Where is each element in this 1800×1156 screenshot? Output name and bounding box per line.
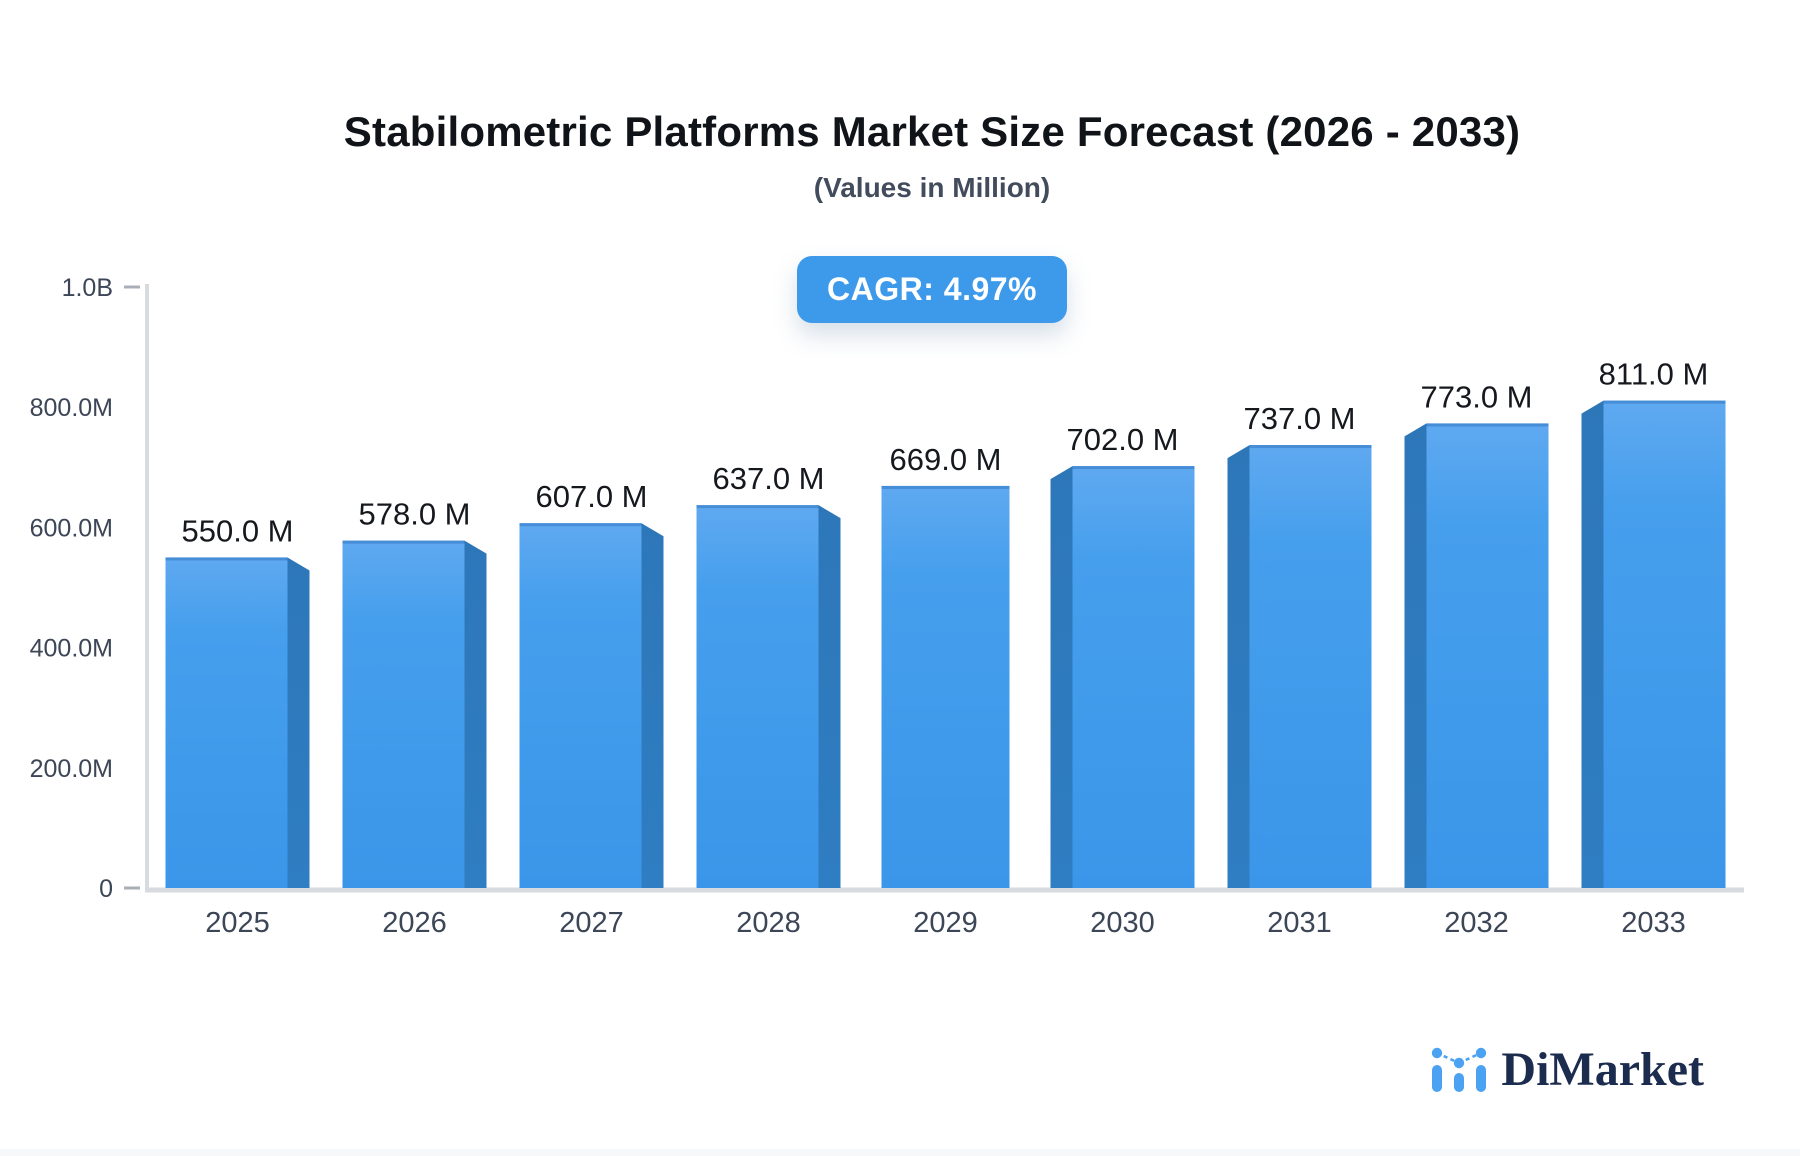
bar-top-edge (519, 523, 642, 527)
bar-group-2026: 578.0 M 2026 (342, 497, 487, 939)
cagr-badge: CAGR: 4.97% (797, 256, 1067, 323)
bar-2032[interactable] (1426, 423, 1549, 888)
bar-value-label: 669.0 M (889, 442, 1001, 477)
bar-group-2031: 737.0 M 2031 (1227, 401, 1372, 939)
x-axis-category-label: 2030 (1090, 907, 1155, 939)
bar-2029[interactable] (881, 485, 1010, 888)
bar-side-face (1404, 423, 1427, 888)
bar-side-face (1050, 466, 1073, 888)
bar-side-face (1227, 445, 1250, 888)
brand-logo-text: DiMarket (1501, 1042, 1704, 1096)
bar-top-edge (881, 485, 1010, 489)
bar-side-face (1581, 400, 1604, 888)
bar-2031[interactable] (1249, 445, 1372, 888)
cagr-badge-row: CAGR: 4.97% (64, 256, 1800, 323)
bar-group-2032: 773.0 M 2032 (1404, 379, 1549, 939)
bar-group-2028: 637.0 M 2028 (696, 461, 841, 939)
bar-value-label: 773.0 M (1420, 379, 1532, 414)
bar-value-label: 737.0 M (1243, 401, 1355, 436)
bar-2026[interactable] (342, 540, 465, 888)
bar-top-edge (165, 557, 288, 561)
bar-group-2027: 607.0 M 2027 (519, 479, 664, 939)
bar-group-2029: 669.0 M 2029 (881, 442, 1010, 939)
bottom-strip (0, 1149, 1800, 1156)
bar-top-edge (1426, 423, 1549, 427)
bar-value-label: 550.0 M (181, 513, 293, 548)
bar-group-2025: 550.0 M 2025 (165, 513, 310, 939)
bar-top-edge (1603, 400, 1726, 404)
bar-value-label: 702.0 M (1066, 422, 1178, 457)
x-axis-category-label: 2029 (913, 907, 978, 939)
x-axis-category-label: 2032 (1444, 907, 1509, 939)
chart-subtitle: (Values in Million) (813, 172, 1051, 203)
x-axis-category-label: 2031 (1267, 907, 1332, 939)
bar-top-edge (1072, 466, 1195, 470)
y-axis-tick-label: 1.0B (62, 274, 113, 302)
brand-logo: DiMarket (1431, 1040, 1704, 1096)
x-axis-category-label: 2028 (736, 907, 801, 939)
mini-bar-chart-icon (1432, 1047, 1487, 1092)
y-axis-tick-label: 600.0M (30, 514, 113, 542)
bar-value-label: 607.0 M (535, 479, 647, 514)
bar-2025[interactable] (165, 557, 288, 888)
y-axis-tick-label: 0 (99, 875, 113, 903)
bar-side-face (818, 505, 841, 888)
bar-value-label: 578.0 M (358, 497, 470, 532)
bar-2028[interactable] (696, 505, 819, 888)
x-axis-category-label: 2033 (1621, 907, 1686, 939)
bar-2033[interactable] (1603, 400, 1726, 888)
bar-2027[interactable] (519, 523, 642, 888)
bar-group-2033: 811.0 M 2033 (1581, 357, 1726, 939)
bar-value-label: 811.0 M (1599, 357, 1709, 392)
chart-title: Stabilometric Platforms Market Size Fore… (343, 108, 1521, 155)
x-axis-category-label: 2025 (205, 907, 270, 939)
bar-top-edge (696, 505, 819, 509)
y-axis-tick-label: 800.0M (30, 394, 113, 422)
bar-group-2030: 702.0 M 2030 (1050, 422, 1195, 939)
x-axis-category-label: 2027 (559, 907, 624, 939)
bar-value-label: 637.0 M (712, 461, 824, 496)
bar-top-edge (1249, 445, 1372, 449)
bar-side-face (464, 540, 487, 888)
bar-2030[interactable] (1072, 466, 1195, 888)
x-axis-category-label: 2026 (382, 907, 447, 939)
y-axis-tick-label: 200.0M (30, 755, 113, 783)
bar-side-face (641, 523, 664, 888)
y-axis-tick-label: 400.0M (30, 635, 113, 663)
bar-top-edge (342, 540, 465, 544)
bar-side-face (287, 557, 310, 888)
